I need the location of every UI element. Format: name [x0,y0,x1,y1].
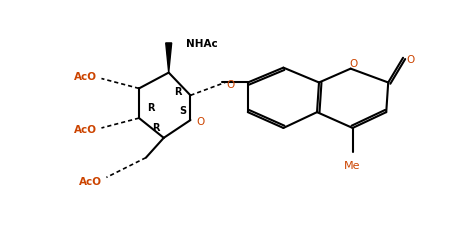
Text: AcO: AcO [73,71,96,81]
Text: S: S [179,106,186,116]
Text: Me: Me [344,161,361,171]
Text: NHAc: NHAc [187,39,218,49]
Text: O: O [407,55,415,65]
Text: O: O [196,117,205,127]
Polygon shape [166,43,171,73]
Text: AcO: AcO [78,177,101,187]
Text: R: R [174,87,181,97]
Text: O: O [349,59,358,69]
Text: O: O [226,80,234,90]
Text: R: R [147,103,154,113]
Text: AcO: AcO [73,125,96,135]
Text: R: R [152,123,160,133]
